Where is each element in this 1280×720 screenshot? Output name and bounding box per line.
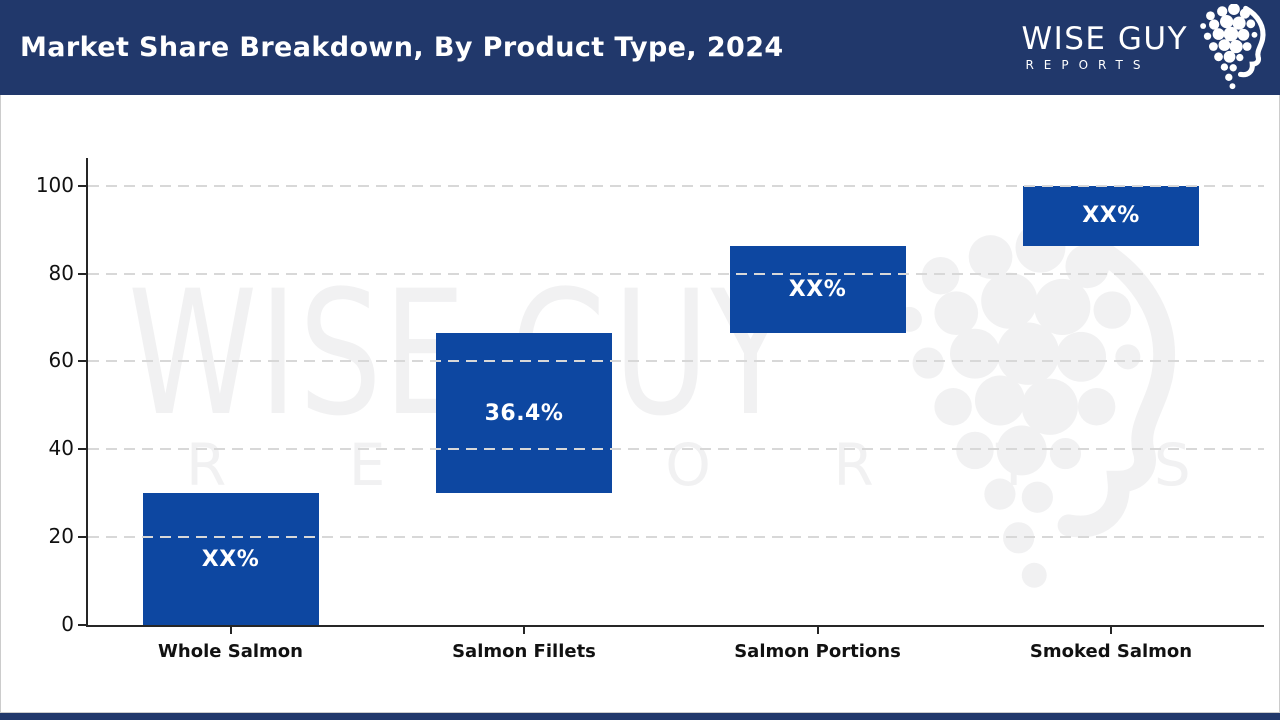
y-axis-tick (78, 272, 86, 275)
x-axis-tick (229, 627, 232, 634)
x-tick-label: Salmon Portions (734, 641, 901, 662)
y-axis-spine (86, 158, 88, 627)
y-tick-label: 20 (48, 524, 74, 549)
x-axis-spine (86, 625, 1264, 627)
y-tick-label: 0 (61, 612, 74, 636)
dotted-face-profile-icon (1200, 3, 1266, 89)
y-axis-tick (78, 624, 86, 626)
y-axis-tick (78, 536, 86, 539)
brand-name: WISE GUY (1021, 21, 1188, 57)
gridline (88, 360, 1264, 363)
gridline (88, 272, 1264, 275)
x-tick-label: Whole Salmon (158, 641, 303, 662)
card-border-bottom (0, 712, 1280, 713)
header: Market Share Breakdown, By Product Type,… (0, 0, 1280, 95)
bar-value-label: XX% (1082, 203, 1140, 229)
card-border-left (0, 95, 1, 712)
bar: 36.4% (436, 333, 612, 494)
y-tick-label: 40 (48, 436, 74, 461)
y-tick-label: 80 (48, 260, 74, 285)
brand-subtitle: REPORTS (1025, 58, 1151, 72)
x-axis-tick (816, 627, 819, 634)
x-tick-label: Salmon Fillets (452, 641, 596, 662)
y-axis-tick (78, 184, 86, 187)
bar-value-label: XX% (788, 276, 847, 302)
gridline (88, 184, 1264, 187)
y-axis-tick (78, 448, 86, 451)
footer-bar (0, 713, 1280, 720)
y-tick-label: 100 (35, 172, 74, 197)
bar-value-label: 36.4% (484, 400, 564, 426)
page-title: Market Share Breakdown, By Product Type,… (20, 32, 784, 63)
gridline (88, 536, 1264, 539)
x-tick-label: Smoked Salmon (1029, 641, 1193, 662)
brand-logo-text: WISE GUY REPORTS (1021, 21, 1188, 72)
gridline (88, 448, 1264, 451)
y-tick-label: 60 (48, 348, 74, 373)
bar-value-label: XX% (201, 546, 260, 572)
bar: XX% (1023, 185, 1199, 246)
x-axis-tick (1110, 627, 1112, 634)
bar: XX% (142, 493, 319, 625)
x-axis-tick (523, 627, 525, 634)
bar: XX% (729, 245, 906, 334)
y-axis-tick (78, 360, 86, 363)
brand-logo: WISE GUY REPORTS (1021, 0, 1272, 95)
